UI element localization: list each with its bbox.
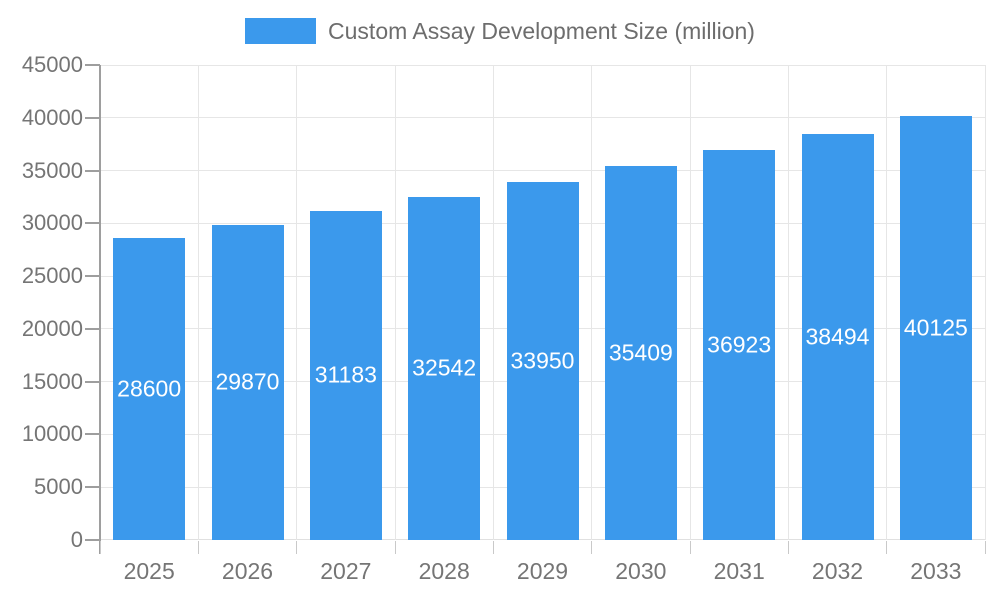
gridline-vertical — [689, 65, 691, 540]
x-axis-tick-label: 2032 — [811, 558, 864, 584]
gridline-vertical — [296, 65, 298, 540]
bar — [506, 181, 579, 540]
gridline-vertical — [984, 65, 986, 540]
y-axis-tick — [85, 486, 100, 489]
x-axis-tick-label: 2031 — [713, 558, 765, 584]
x-axis-tick-label: 2028 — [418, 558, 470, 584]
x-axis-tick — [492, 541, 494, 554]
y-axis-line — [99, 65, 101, 554]
x-axis-tick-label: 2027 — [320, 558, 372, 584]
y-axis-tick-label: 0 — [70, 527, 83, 552]
x-axis-tick — [591, 541, 593, 554]
y-axis-tick-label: 5000 — [34, 474, 83, 500]
y-axis-tick-label: 25000 — [21, 263, 83, 289]
plot-area: 28600 29870 31183 32542 33950 35409 36923 38494… — [100, 64, 986, 540]
bar — [211, 224, 284, 540]
bar-value-label: 40125 — [903, 314, 968, 341]
gridline-vertical — [394, 65, 396, 540]
bar — [899, 116, 972, 540]
x-axis-tick — [689, 541, 691, 554]
y-axis-tick-label: 40000 — [21, 104, 83, 130]
gridline-vertical — [886, 65, 888, 540]
x-axis-tick — [197, 541, 199, 554]
gridline-vertical — [492, 65, 494, 540]
bar — [113, 238, 186, 540]
x-axis-tick — [886, 541, 888, 554]
x-axis-tick — [984, 541, 986, 554]
x-axis-tick-label: 2033 — [910, 558, 962, 584]
x-axis-tick-label: 2026 — [221, 558, 274, 584]
y-axis-tick — [85, 539, 100, 541]
y-axis-tick-label: 15000 — [21, 368, 83, 394]
y-axis-tick — [85, 327, 100, 330]
bar-value-label: 35409 — [608, 339, 673, 366]
legend-swatch — [245, 18, 317, 44]
bar — [703, 150, 776, 540]
bar-value-label: 29870 — [215, 368, 280, 395]
y-axis-tick — [85, 169, 100, 172]
gridline-vertical — [787, 65, 789, 540]
y-axis-tick-label: 45000 — [21, 52, 83, 77]
x-axis-tick-label: 2029 — [516, 558, 569, 584]
y-axis-tick-label: 35000 — [21, 157, 83, 183]
y-axis-tick-label: 30000 — [21, 210, 83, 236]
bar-value-label: 32542 — [412, 354, 477, 381]
bar-value-label: 33950 — [510, 347, 575, 374]
legend-label: Custom Assay Development Size (million) — [328, 17, 755, 44]
y-axis-tick — [85, 116, 100, 119]
x-axis-tick — [99, 541, 101, 554]
legend: Custom Assay Development Size (million) — [0, 14, 1000, 48]
bar — [408, 196, 481, 540]
y-axis-tick-label: 10000 — [21, 421, 83, 447]
gridline-horizontal — [100, 117, 985, 119]
y-axis-tick — [85, 433, 100, 436]
y-axis-tick — [85, 222, 100, 225]
y-axis-tick — [85, 380, 100, 383]
y-axis-tick — [85, 64, 100, 66]
bar — [309, 210, 382, 540]
x-axis-tick — [394, 541, 396, 554]
bar-value-label: 38494 — [805, 323, 870, 350]
y-axis-tick-label: 20000 — [21, 315, 83, 341]
gridline-vertical — [591, 65, 593, 540]
gridline-vertical — [197, 65, 199, 540]
x-axis-tick-label: 2030 — [615, 558, 667, 584]
bar-value-label: 28600 — [117, 375, 182, 402]
x-axis-tick-label: 2025 — [123, 558, 175, 584]
gridline-horizontal — [100, 170, 985, 172]
y-axis-tick — [85, 275, 100, 278]
bar-value-label: 36923 — [707, 331, 772, 358]
bar — [801, 133, 874, 540]
bar — [604, 166, 677, 540]
x-axis-tick — [296, 541, 298, 554]
x-axis-tick — [787, 541, 789, 554]
bar-value-label: 31183 — [314, 361, 377, 388]
gridline-horizontal — [100, 64, 985, 66]
